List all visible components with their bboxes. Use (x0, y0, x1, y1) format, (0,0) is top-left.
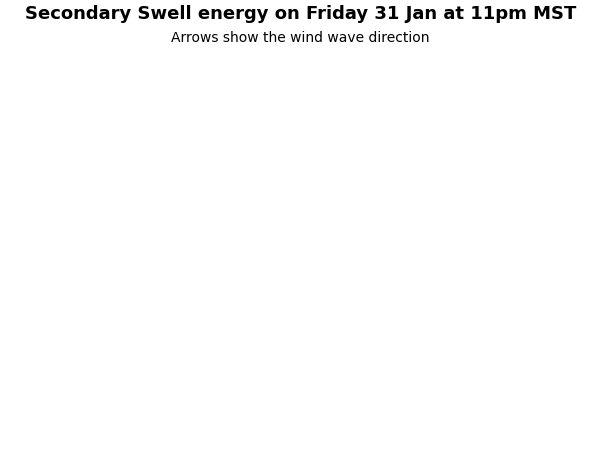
Text: Secondary Swell energy on Friday 31 Jan at 11pm MST: Secondary Swell energy on Friday 31 Jan … (25, 5, 576, 23)
Text: Arrows show the wind wave direction: Arrows show the wind wave direction (171, 31, 430, 45)
Text: Cartopy required for map rendering: Cartopy required for map rendering (176, 250, 425, 264)
